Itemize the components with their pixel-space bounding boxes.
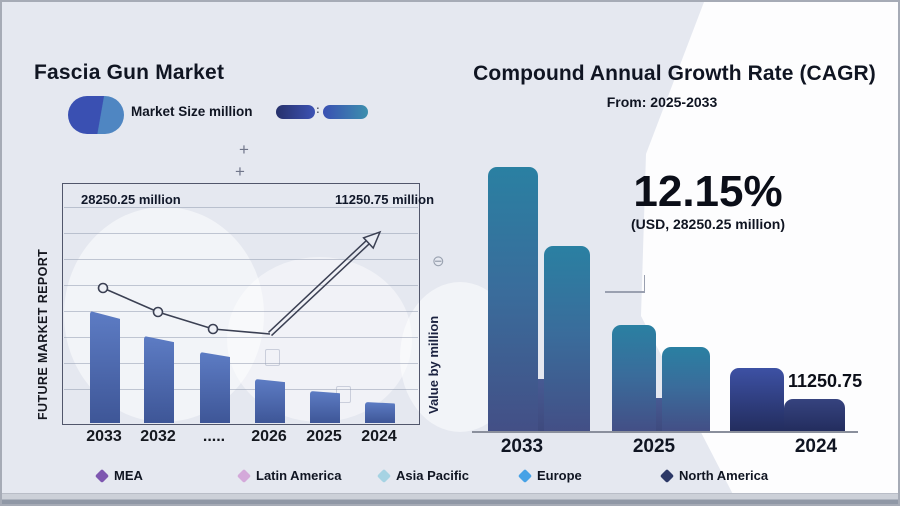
value-label-end: 11250.75 million: [335, 192, 435, 207]
trend-line-arrow: [97, 230, 382, 337]
legend-diamond-icon: [376, 468, 392, 483]
circle-minus-icon: ⊖: [432, 253, 445, 270]
gridline: [64, 337, 418, 338]
cagr-value: 12.15%: [633, 167, 783, 216]
x-label-2025: 2025: [306, 428, 342, 445]
gridline: [64, 389, 418, 390]
legend-label: Latin America: [256, 468, 342, 483]
bar-2026: [255, 379, 285, 423]
page-title: Fascia Gun Market: [34, 61, 225, 84]
legend-label: Asia Pacific: [396, 468, 469, 483]
colon-separator: :: [316, 104, 320, 116]
arrow-shaft: [270, 243, 371, 337]
right-chart-axis-line: [472, 431, 858, 433]
cagr-basis: (USD, 28250.25 million): [630, 216, 786, 232]
gridline: [64, 259, 418, 260]
bar-gap-fill: [538, 379, 544, 431]
small-pill-icon: [276, 105, 315, 119]
watermark-document-icon: [265, 349, 280, 366]
capsule-icon: [68, 96, 124, 134]
cagr-bar-2033-upper: [488, 167, 538, 431]
bar-2033: [90, 311, 120, 423]
left-axis-label: FUTURE MARKET REPORT: [36, 248, 50, 420]
legend-label: North America: [679, 468, 769, 483]
gridline: [64, 207, 418, 208]
line-marker: [152, 306, 164, 318]
callout-value: 11250.75: [788, 371, 863, 391]
gridline: [64, 311, 418, 312]
x-label-2026: 2026: [251, 428, 287, 445]
cagr-x-label-2033: 2033: [500, 436, 544, 457]
plus-mark: +: [235, 162, 245, 181]
gridline: [64, 363, 418, 364]
legend-diamond-icon: [659, 468, 675, 483]
trend-line: [102, 287, 271, 335]
cagr-title: Compound Annual Growth Rate (CAGR): [473, 62, 876, 85]
legend-item-north-america: North America: [659, 468, 769, 483]
plus-mark: +: [239, 140, 249, 159]
legend-item-asia-pacific: Asia Pacific: [376, 468, 469, 483]
legend-item-mea: MEA: [94, 468, 143, 483]
x-label-.....: .....: [202, 428, 226, 445]
legend-item-latin-america: Latin America: [236, 468, 342, 483]
value-label-start: 28250.25 million: [81, 192, 181, 207]
cagr-x-label-2025: 2025: [632, 436, 676, 457]
x-label-2024: 2024: [361, 428, 397, 445]
bar-.....: [200, 352, 230, 423]
cagr-bar-2025-lower: [662, 347, 710, 431]
cagr-subtitle: From: 2025-2033: [606, 94, 718, 110]
arrow-head-icon: [362, 230, 382, 250]
x-label-2033: 2033: [86, 428, 122, 445]
cagr-x-label-2024: 2024: [794, 436, 838, 457]
legend-diamond-icon: [236, 468, 252, 483]
right-axis-label: Value by million: [426, 315, 441, 414]
bar-gap-fill: [656, 398, 662, 431]
bar-2032: [144, 336, 174, 423]
arrow-shaft: [267, 239, 368, 333]
left-chart-plot: 28250.25 million 11250.75 million: [62, 183, 434, 425]
cagr-bar-2024-lower: [784, 399, 845, 431]
step-bracket-line: [643, 275, 645, 292]
cagr-bar-2033-lower: [544, 246, 590, 431]
left-chart-x-labels: 2033 2032..... 2026 2025 2024: [62, 428, 418, 448]
small-pill-gradient-icon: [323, 105, 368, 119]
legend-item-europe: Europe: [517, 468, 582, 483]
cagr-bar-2024-upper: [730, 368, 784, 431]
series-label: Market Size million: [131, 104, 253, 119]
legend-diamond-icon: [517, 468, 533, 483]
bar-2025: [310, 391, 340, 423]
line-marker: [97, 282, 109, 294]
gridline: [64, 285, 418, 286]
step-bracket-line: [605, 291, 645, 293]
cagr-bar-2025-upper: [612, 325, 656, 431]
bottom-strip: [2, 493, 898, 504]
legend-label: Europe: [537, 468, 582, 483]
legend-label: MEA: [114, 468, 143, 483]
gridline: [64, 233, 418, 234]
legend-diamond-icon: [94, 468, 110, 483]
bar-2024: [365, 402, 395, 423]
x-label-2032: 2032: [140, 428, 176, 445]
line-marker: [207, 323, 219, 335]
